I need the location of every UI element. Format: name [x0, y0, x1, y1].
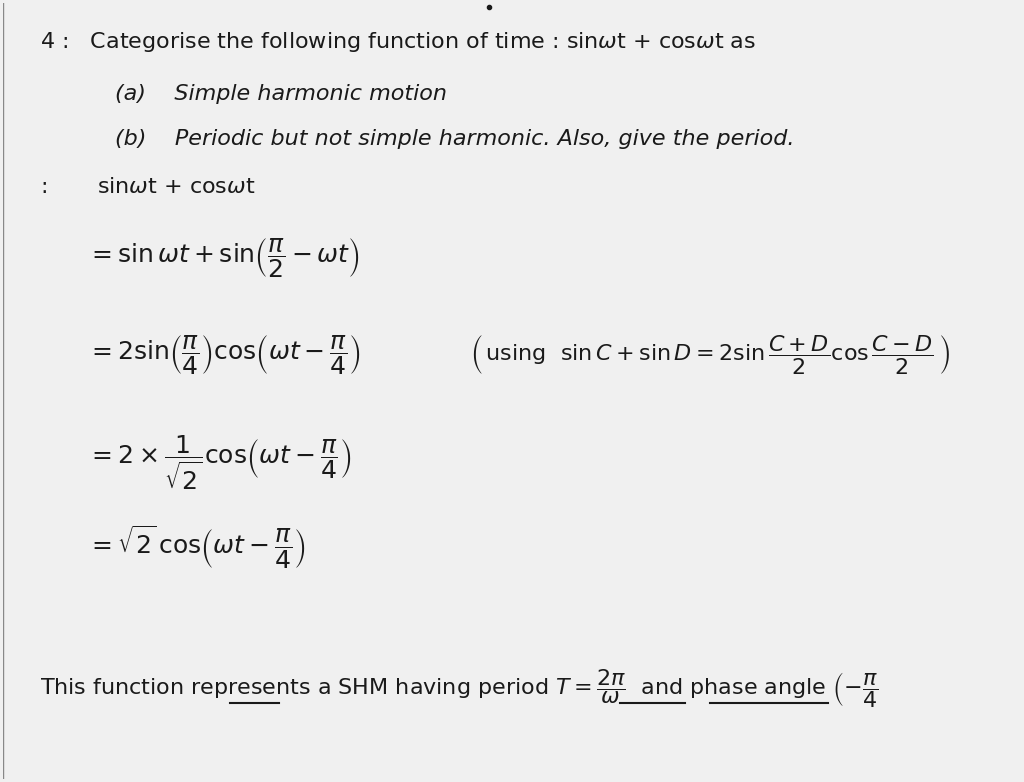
Text: This function represents a SHM having period $T = \dfrac{2\pi}{\omega}$  and pha: This function represents a SHM having pe…: [40, 666, 879, 709]
Text: $= 2\times\dfrac{1}{\sqrt{2}}\cos\!\left(\omega t - \dfrac{\pi}{4}\right)$: $= 2\times\dfrac{1}{\sqrt{2}}\cos\!\left…: [87, 434, 351, 492]
Text: $= \sin\omega t + \sin\!\left(\dfrac{\pi}{2} - \omega t\right)$: $= \sin\omega t + \sin\!\left(\dfrac{\pi…: [87, 235, 359, 279]
Text: $\left(\,\text{using }\ \sin C + \sin D = 2\sin\dfrac{C+D}{2}\cos\dfrac{C-D}{2}\: $\left(\,\text{using }\ \sin C + \sin D …: [470, 333, 950, 376]
Text: $= \sqrt{2}\,\cos\!\left(\omega t - \dfrac{\pi}{4}\right)$: $= \sqrt{2}\,\cos\!\left(\omega t - \dfr…: [87, 523, 305, 571]
Text: 4 :   Categorise the following function of time : sin$\omega$t + cos$\omega$t as: 4 : Categorise the following function of…: [40, 30, 756, 54]
Text: :       sin$\omega$t + cos$\omega$t: : sin$\omega$t + cos$\omega$t: [40, 178, 256, 198]
Text: (a)    Simple harmonic motion: (a) Simple harmonic motion: [115, 84, 447, 104]
Text: $= 2\sin\!\left(\dfrac{\pi}{4}\right)\cos\!\left(\omega t - \dfrac{\pi}{4}\right: $= 2\sin\!\left(\dfrac{\pi}{4}\right)\co…: [87, 333, 360, 377]
Text: (b)    Periodic but not simple harmonic. Also, give the period.: (b) Periodic but not simple harmonic. Al…: [115, 128, 795, 149]
